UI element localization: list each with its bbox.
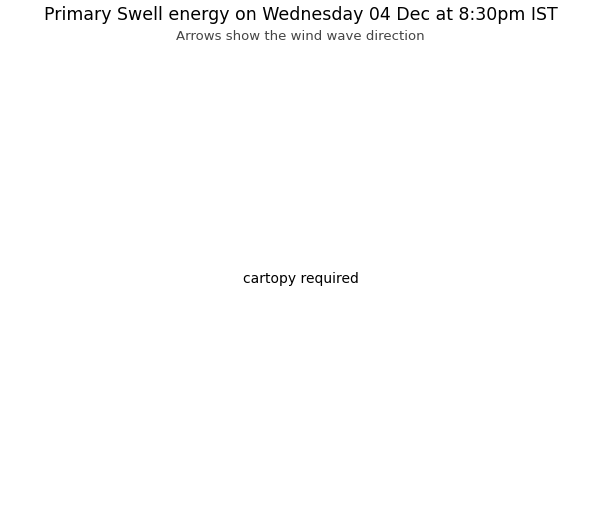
Text: Arrows show the wind wave direction: Arrows show the wind wave direction <box>176 30 425 44</box>
Text: Primary Swell energy on Wednesday 04 Dec at 8:30pm IST: Primary Swell energy on Wednesday 04 Dec… <box>44 6 557 24</box>
Text: cartopy required: cartopy required <box>243 272 358 286</box>
